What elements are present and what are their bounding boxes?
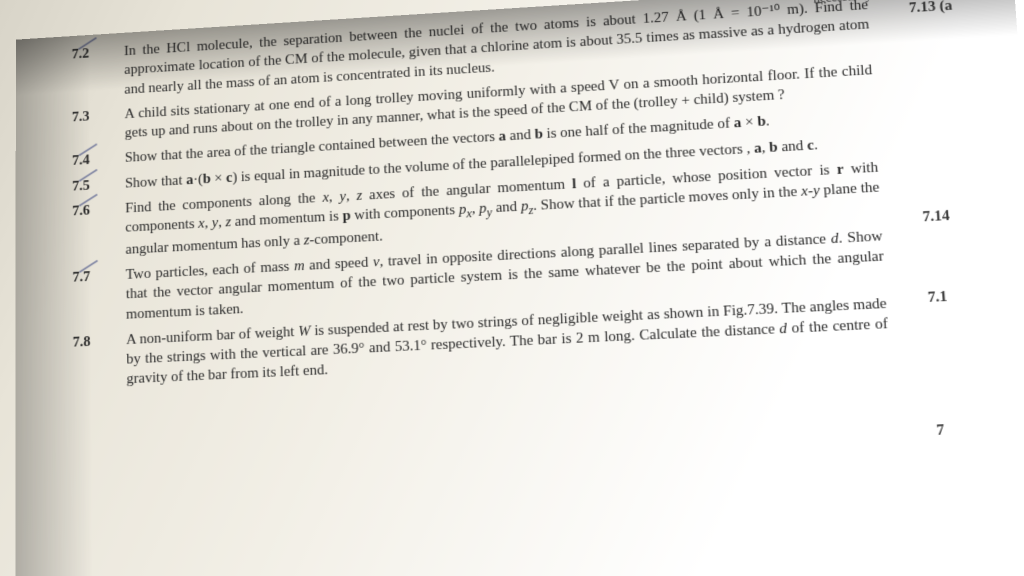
problem-number: 7.7 <box>72 266 126 328</box>
problem-number: 7.5 <box>72 174 125 196</box>
problem-number: 7.8 <box>73 330 127 392</box>
margin-ref: 7.13 (a <box>908 0 952 17</box>
margin-ref: 7 <box>936 422 945 440</box>
problem-number: 7.4 <box>72 149 125 171</box>
problem-number: 7.2 <box>72 42 125 102</box>
margin-ref: 7.1 <box>927 289 948 307</box>
problems-column: 7.2 In the HCl molecule, the separation … <box>72 0 891 398</box>
textbook-page: necessarily 7.2 In the HCl molecule, the… <box>15 0 1024 576</box>
problem-number: 7.3 <box>72 105 125 146</box>
margin-ref: 7.14 <box>922 208 950 226</box>
problem-number: 7.6 <box>72 199 125 263</box>
